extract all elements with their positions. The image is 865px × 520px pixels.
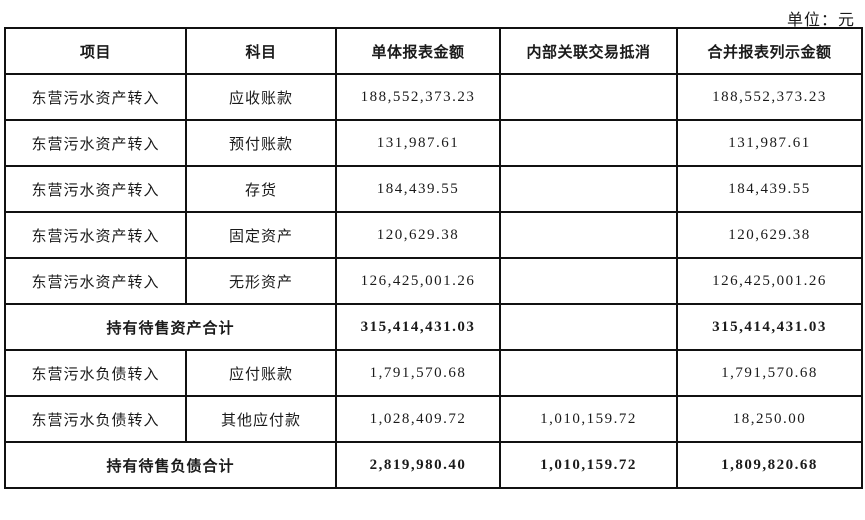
table-row: 东营污水资产转入 无形资产 126,425,001.26 126,425,001… xyxy=(4,257,863,305)
cell-elimination-amount xyxy=(499,349,678,397)
header-cell-standalone-amount: 单体报表金额 xyxy=(335,27,501,75)
cell-consolidated-amount: 120,629.38 xyxy=(676,211,863,259)
total-label-cell: 持有待售资产合计 xyxy=(4,303,337,351)
assets-total-row: 持有待售资产合计 315,414,431.03 315,414,431.03 xyxy=(4,303,863,351)
cell-consolidated-amount: 315,414,431.03 xyxy=(676,303,863,351)
cell-subject: 其他应付款 xyxy=(185,395,337,443)
cell-elimination-amount: 1,010,159.72 xyxy=(499,441,678,489)
unit-label: 单位：元 xyxy=(786,12,855,29)
cell-elimination-amount xyxy=(499,119,678,167)
cell-subject: 预付账款 xyxy=(185,119,337,167)
cell-standalone-amount: 188,552,373.23 xyxy=(335,73,501,121)
cell-standalone-amount: 2,819,980.40 xyxy=(335,441,501,489)
cell-consolidated-amount: 18,250.00 xyxy=(676,395,863,443)
cell-consolidated-amount: 188,552,373.23 xyxy=(676,73,863,121)
held-for-sale-table: 项目 科目 单体报表金额 内部关联交易抵消 合并报表列示金额 东营污水资产转入 … xyxy=(4,27,863,489)
cell-item: 东营污水资产转入 xyxy=(4,257,187,305)
table-row: 东营污水资产转入 存货 184,439.55 184,439.55 xyxy=(4,165,863,213)
total-label-cell: 持有待售负债合计 xyxy=(4,441,337,489)
cell-elimination-amount xyxy=(499,303,678,351)
cell-elimination-amount xyxy=(499,73,678,121)
liabilities-total-row: 持有待售负债合计 2,819,980.40 1,010,159.72 1,809… xyxy=(4,441,863,489)
cell-subject: 应付账款 xyxy=(185,349,337,397)
table-row: 东营污水资产转入 固定资产 120,629.38 120,629.38 xyxy=(4,211,863,259)
cell-item: 东营污水资产转入 xyxy=(4,119,187,167)
header-cell-elimination-amount: 内部关联交易抵消 xyxy=(499,27,678,75)
table-row: 东营污水资产转入 应收账款 188,552,373.23 188,552,373… xyxy=(4,73,863,121)
header-cell-item: 项目 xyxy=(4,27,187,75)
table-row: 东营污水负债转入 其他应付款 1,028,409.72 1,010,159.72… xyxy=(4,395,863,443)
cell-elimination-amount xyxy=(499,211,678,259)
header-row: 项目 科目 单体报表金额 内部关联交易抵消 合并报表列示金额 xyxy=(4,27,863,75)
cell-standalone-amount: 131,987.61 xyxy=(335,119,501,167)
table-row: 东营污水负债转入 应付账款 1,791,570.68 1,791,570.68 xyxy=(4,349,863,397)
cell-item: 东营污水资产转入 xyxy=(4,211,187,259)
cell-elimination-amount xyxy=(499,165,678,213)
header-cell-subject: 科目 xyxy=(185,27,337,75)
cell-consolidated-amount: 1,791,570.68 xyxy=(676,349,863,397)
table-row: 东营污水资产转入 预付账款 131,987.61 131,987.61 xyxy=(4,119,863,167)
cell-item: 东营污水负债转入 xyxy=(4,349,187,397)
cell-consolidated-amount: 131,987.61 xyxy=(676,119,863,167)
cell-item: 东营污水资产转入 xyxy=(4,165,187,213)
cell-item: 东营污水负债转入 xyxy=(4,395,187,443)
cell-subject: 固定资产 xyxy=(185,211,337,259)
cell-consolidated-amount: 1,809,820.68 xyxy=(676,441,863,489)
cell-consolidated-amount: 126,425,001.26 xyxy=(676,257,863,305)
cell-elimination-amount xyxy=(499,257,678,305)
cell-elimination-amount: 1,010,159.72 xyxy=(499,395,678,443)
header-cell-consolidated-amount: 合并报表列示金额 xyxy=(676,27,863,75)
cell-subject: 应收账款 xyxy=(185,73,337,121)
cell-standalone-amount: 184,439.55 xyxy=(335,165,501,213)
cell-subject: 存货 xyxy=(185,165,337,213)
cell-standalone-amount: 1,791,570.68 xyxy=(335,349,501,397)
cell-item: 东营污水资产转入 xyxy=(4,73,187,121)
cell-standalone-amount: 120,629.38 xyxy=(335,211,501,259)
cell-standalone-amount: 315,414,431.03 xyxy=(335,303,501,351)
cell-subject: 无形资产 xyxy=(185,257,337,305)
cell-consolidated-amount: 184,439.55 xyxy=(676,165,863,213)
cell-standalone-amount: 1,028,409.72 xyxy=(335,395,501,443)
cell-standalone-amount: 126,425,001.26 xyxy=(335,257,501,305)
